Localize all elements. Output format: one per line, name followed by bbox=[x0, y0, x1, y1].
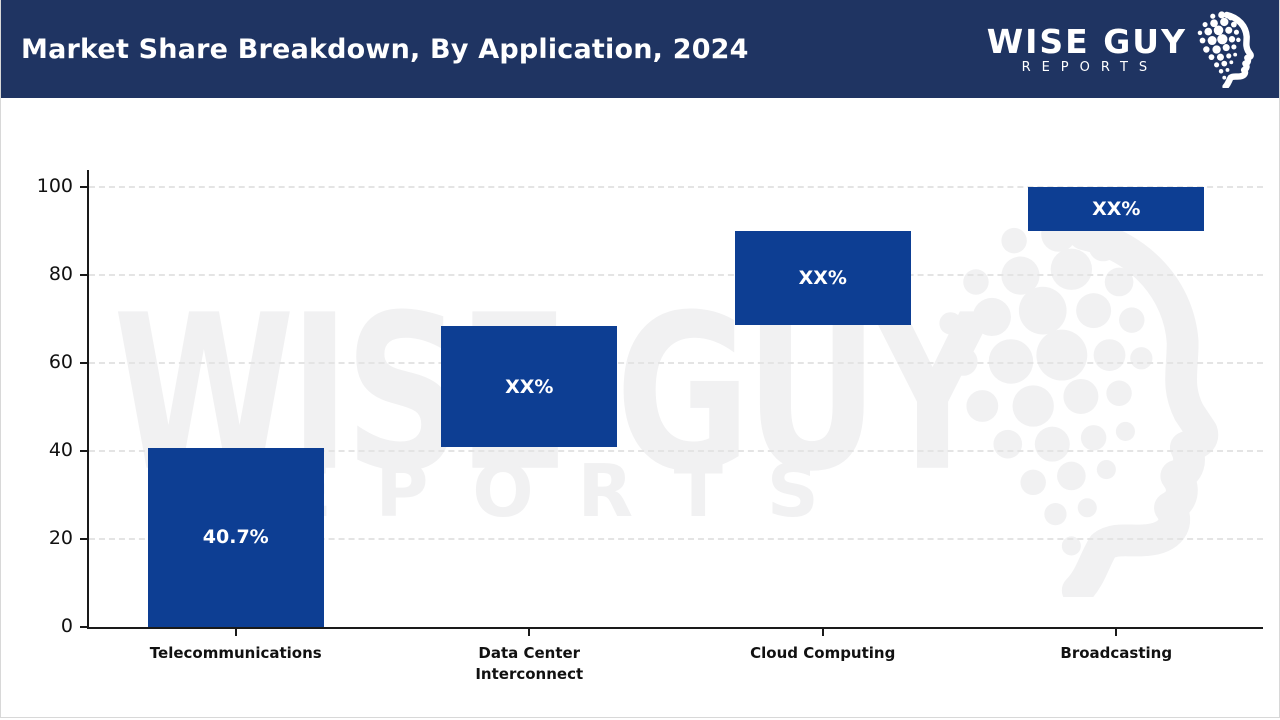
x-axis bbox=[87, 627, 1263, 629]
y-tick-mark bbox=[80, 626, 89, 628]
waterfall-chart: 0 20 40 60 80 100 40.7% Telecommunications XX% Da… bbox=[1, 98, 1280, 718]
y-tick-mark bbox=[80, 450, 89, 452]
brand-logo: WISE GUY REPORTS bbox=[987, 10, 1255, 88]
y-tick-label: 0 bbox=[60, 615, 73, 637]
y-tick-mark bbox=[80, 186, 89, 188]
y-tick-label: 20 bbox=[48, 527, 73, 549]
x-category-label: Broadcasting bbox=[1060, 644, 1173, 662]
y-gridline bbox=[89, 538, 1263, 540]
y-tick-label: 40 bbox=[48, 439, 73, 461]
bar-value-label: XX% bbox=[505, 375, 554, 398]
page-title: Market Share Breakdown, By Application, … bbox=[21, 33, 749, 65]
y-gridline bbox=[89, 274, 1263, 276]
x-tick-mark bbox=[528, 629, 531, 636]
bar-value-label: 40.7% bbox=[202, 526, 269, 549]
y-tick-mark bbox=[80, 362, 89, 364]
logo-wordmark-line2: REPORTS bbox=[1021, 59, 1159, 75]
y-tick-label: 60 bbox=[48, 351, 73, 373]
bar-value-label: XX% bbox=[1092, 198, 1141, 220]
bar-segment: XX% bbox=[441, 326, 618, 448]
y-tick-mark bbox=[80, 274, 89, 276]
y-tick-mark bbox=[80, 538, 89, 540]
x-category-label: Telecommunications bbox=[149, 644, 322, 662]
bar-segment: XX% bbox=[1028, 187, 1205, 231]
x-tick-mark bbox=[234, 629, 237, 636]
bar-segment: XX% bbox=[734, 231, 911, 326]
y-tick-label: 80 bbox=[48, 263, 73, 285]
y-gridline bbox=[89, 450, 1263, 452]
y-axis bbox=[87, 170, 89, 629]
header: Market Share Breakdown, By Application, … bbox=[1, 0, 1279, 98]
x-category-label: Cloud Computing bbox=[750, 644, 896, 662]
y-gridline bbox=[89, 362, 1263, 364]
logo-wordmark: WISE GUY REPORTS bbox=[987, 25, 1187, 74]
logo-head-icon bbox=[1191, 10, 1255, 88]
y-gridline bbox=[89, 186, 1263, 188]
logo-wordmark-line1: WISE GUY bbox=[986, 21, 1187, 61]
bar-segment: 40.7% bbox=[147, 447, 324, 627]
x-tick-mark bbox=[821, 629, 824, 636]
y-tick-label: 100 bbox=[36, 175, 73, 197]
bar-value-label: XX% bbox=[798, 267, 847, 290]
x-tick-mark bbox=[1115, 629, 1118, 636]
x-category-label: Data Center Interconnect bbox=[475, 644, 584, 683]
